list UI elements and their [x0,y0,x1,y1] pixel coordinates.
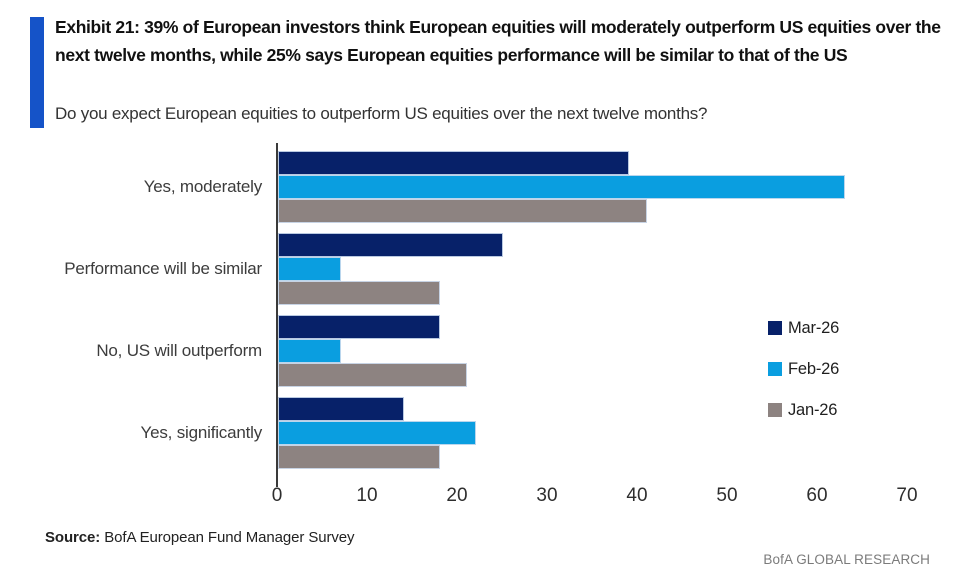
bar-feb-26-3 [278,421,476,445]
category-label: No, US will outperform [96,341,262,360]
x-tick-label: 40 [626,485,648,506]
legend-swatch-icon [768,403,782,417]
x-tick-label: 0 [271,485,283,506]
x-tick-label: 70 [896,485,918,506]
x-tick-label: 50 [716,485,738,506]
bar-jan-26-2 [278,363,467,387]
bar-feb-26-2 [278,339,341,363]
source-label: Source: [45,529,101,546]
legend-swatch-icon [768,362,782,376]
bar-feb-26-1 [278,257,341,281]
title-accent-bar [30,17,44,128]
brand-line: BofA GLOBAL RESEARCH [763,552,930,567]
bar-mar-26-0 [278,151,629,175]
x-tick-label: 30 [536,485,558,506]
legend-item-mar-26: Mar-26 [768,318,840,337]
category-label: Yes, significantly [140,423,263,442]
bar-feb-26-0 [278,175,845,199]
source-text: BofA European Fund Manager Survey [100,529,355,546]
bar-mar-26-3 [278,397,404,421]
bar-jan-26-1 [278,281,440,305]
x-tick-label: 20 [446,485,468,506]
category-label: Performance will be similar [64,259,262,278]
legend-label: Jan-26 [788,400,838,419]
bar-mar-26-1 [278,233,503,257]
survey-question: Do you expect European equities to outpe… [55,104,708,123]
x-tick-label: 10 [356,485,378,506]
legend-item-feb-26: Feb-26 [768,359,840,378]
legend-item-jan-26: Jan-26 [768,400,839,419]
category-label: Yes, moderately [143,177,262,196]
bar-mar-26-2 [278,315,440,339]
x-tick-label: 60 [806,485,828,506]
legend-label: Feb-26 [788,359,840,378]
legend-label: Mar-26 [788,318,840,337]
chart-legend: Mar-26 Feb-26 Jan-26 [768,318,840,443]
legend-swatch-icon [768,321,782,335]
y-axis-line [276,143,278,487]
bar-jan-26-3 [278,445,440,469]
source-line: Source: BofA European Fund Manager Surve… [45,529,355,546]
bar-jan-26-0 [278,199,647,223]
exhibit-title: Exhibit 21: 39% of European investors th… [55,17,941,65]
